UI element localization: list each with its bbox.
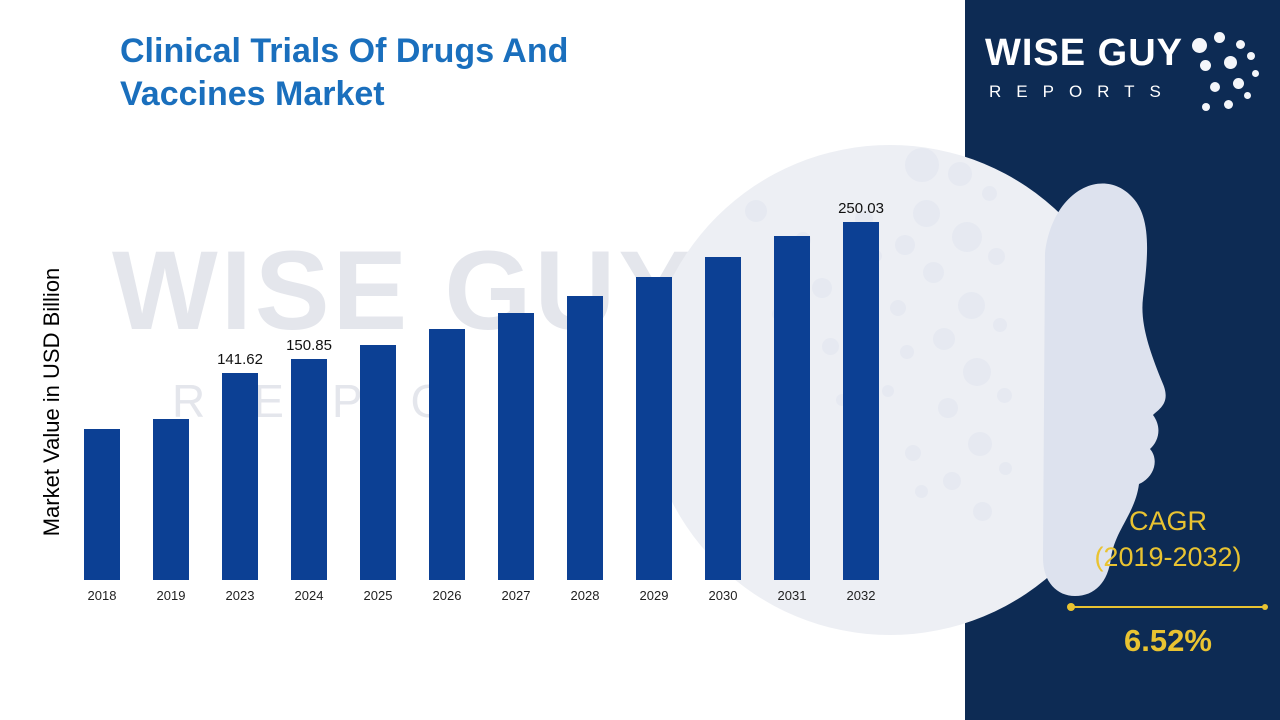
decor-dot	[1192, 38, 1207, 53]
decor-dot	[822, 338, 839, 355]
decor-dot	[999, 462, 1012, 475]
bar-2023	[222, 373, 258, 580]
x-tick-label: 2032	[846, 588, 876, 603]
decor-dot	[1200, 60, 1211, 71]
decor-dot	[958, 292, 985, 319]
bar-column-2027: 2027	[498, 200, 534, 603]
decor-dot	[745, 200, 767, 222]
decor-dot	[993, 318, 1007, 332]
x-tick-label: 2031	[777, 588, 807, 603]
decor-dot	[988, 248, 1005, 265]
x-tick-label: 2023	[225, 588, 255, 603]
page-title: Clinical Trials Of Drugs And Vaccines Ma…	[120, 30, 760, 116]
decor-dot	[1236, 40, 1245, 49]
page-title-line1: Clinical Trials Of Drugs And	[120, 32, 569, 70]
bar-value-label: 250.03	[838, 200, 884, 217]
bar-2019	[153, 419, 189, 580]
bar-2031	[774, 236, 810, 580]
decor-dot	[948, 162, 972, 186]
decor-dot	[1233, 78, 1244, 89]
bar-2030	[705, 257, 741, 580]
decor-dot	[913, 200, 940, 227]
bar-column-2018: 2018	[84, 200, 120, 603]
decor-dot	[905, 148, 939, 182]
cagr-divider-line	[1067, 603, 1268, 611]
decor-dot	[1202, 103, 1210, 111]
decor-dot	[952, 222, 982, 252]
decor-dot	[923, 262, 944, 283]
bar-chart: 2018 2019 141.62 2023 150.85 2024 2025 2026 2027…	[84, 200, 884, 603]
bar-2029	[636, 277, 672, 580]
decor-dot	[1224, 56, 1237, 69]
bar-column-2030: 2030	[705, 200, 741, 603]
cagr-value: 6.52%	[1124, 623, 1212, 658]
decor-dot	[1214, 32, 1225, 43]
x-tick-label: 2019	[156, 588, 186, 603]
x-tick-label: 2030	[708, 588, 738, 603]
x-tick-label: 2025	[363, 588, 393, 603]
bar-value-label: 141.62	[217, 351, 263, 368]
decor-dot	[982, 186, 997, 201]
decor-dot	[938, 398, 958, 418]
bar-column-2025: 2025	[360, 200, 396, 603]
bar-2026	[429, 329, 465, 580]
page-title-line2: Vaccines Market	[120, 74, 385, 113]
decor-dot	[895, 235, 915, 255]
decor-dot	[812, 278, 832, 298]
decor-dot	[997, 388, 1012, 403]
decor-dot	[963, 358, 991, 386]
bar-2028	[567, 296, 603, 580]
decor-dot	[973, 502, 992, 521]
decor-dot	[968, 432, 992, 456]
bar-2024	[291, 359, 327, 580]
decor-dot	[915, 485, 928, 498]
bar-2032	[843, 222, 879, 580]
bar-2025	[360, 345, 396, 580]
cagr-block: CAGR (2019-2032) 6.52%	[1055, 506, 1280, 659]
bar-column-2032: 250.03 2032	[838, 200, 884, 603]
brand-name: WISE GUY	[985, 32, 1184, 74]
bar-column-2019: 2019	[153, 200, 189, 603]
bar-column-2023: 141.62 2023	[217, 200, 263, 603]
x-tick-label: 2027	[501, 588, 531, 603]
decor-dot	[890, 300, 906, 316]
x-tick-label: 2028	[570, 588, 600, 603]
bar-column-2031: 2031	[774, 200, 810, 603]
x-tick-label: 2026	[432, 588, 462, 603]
decor-dot	[943, 472, 961, 490]
bar-column-2026: 2026	[429, 200, 465, 603]
bar-column-2029: 2029	[636, 200, 672, 603]
bar-2018	[84, 429, 120, 580]
decor-dot	[1210, 82, 1220, 92]
decor-dot	[882, 385, 894, 397]
bar-value-label: 150.85	[286, 337, 332, 354]
x-tick-label: 2018	[87, 588, 117, 603]
decor-dot	[905, 445, 921, 461]
x-tick-label: 2029	[639, 588, 669, 603]
decor-dot	[1247, 52, 1255, 60]
bar-column-2028: 2028	[567, 200, 603, 603]
decor-dot	[1252, 70, 1259, 77]
decor-dot	[1224, 100, 1233, 109]
decor-dot	[900, 345, 914, 359]
decor-dot	[933, 328, 955, 350]
brand-logo: WISE GUY REPORTS	[985, 32, 1183, 102]
decor-dot	[1244, 92, 1251, 99]
y-axis-label: Market Value in USD Billion	[39, 267, 64, 537]
cagr-range: (2019-2032)	[1094, 542, 1242, 572]
brand-subtitle: REPORTS	[989, 82, 1176, 101]
bar-column-2024: 150.85 2024	[286, 200, 332, 603]
bar-2027	[498, 313, 534, 580]
cagr-label: CAGR	[1128, 506, 1207, 536]
face-profile-graphic	[1043, 183, 1166, 596]
x-tick-label: 2024	[294, 588, 324, 603]
